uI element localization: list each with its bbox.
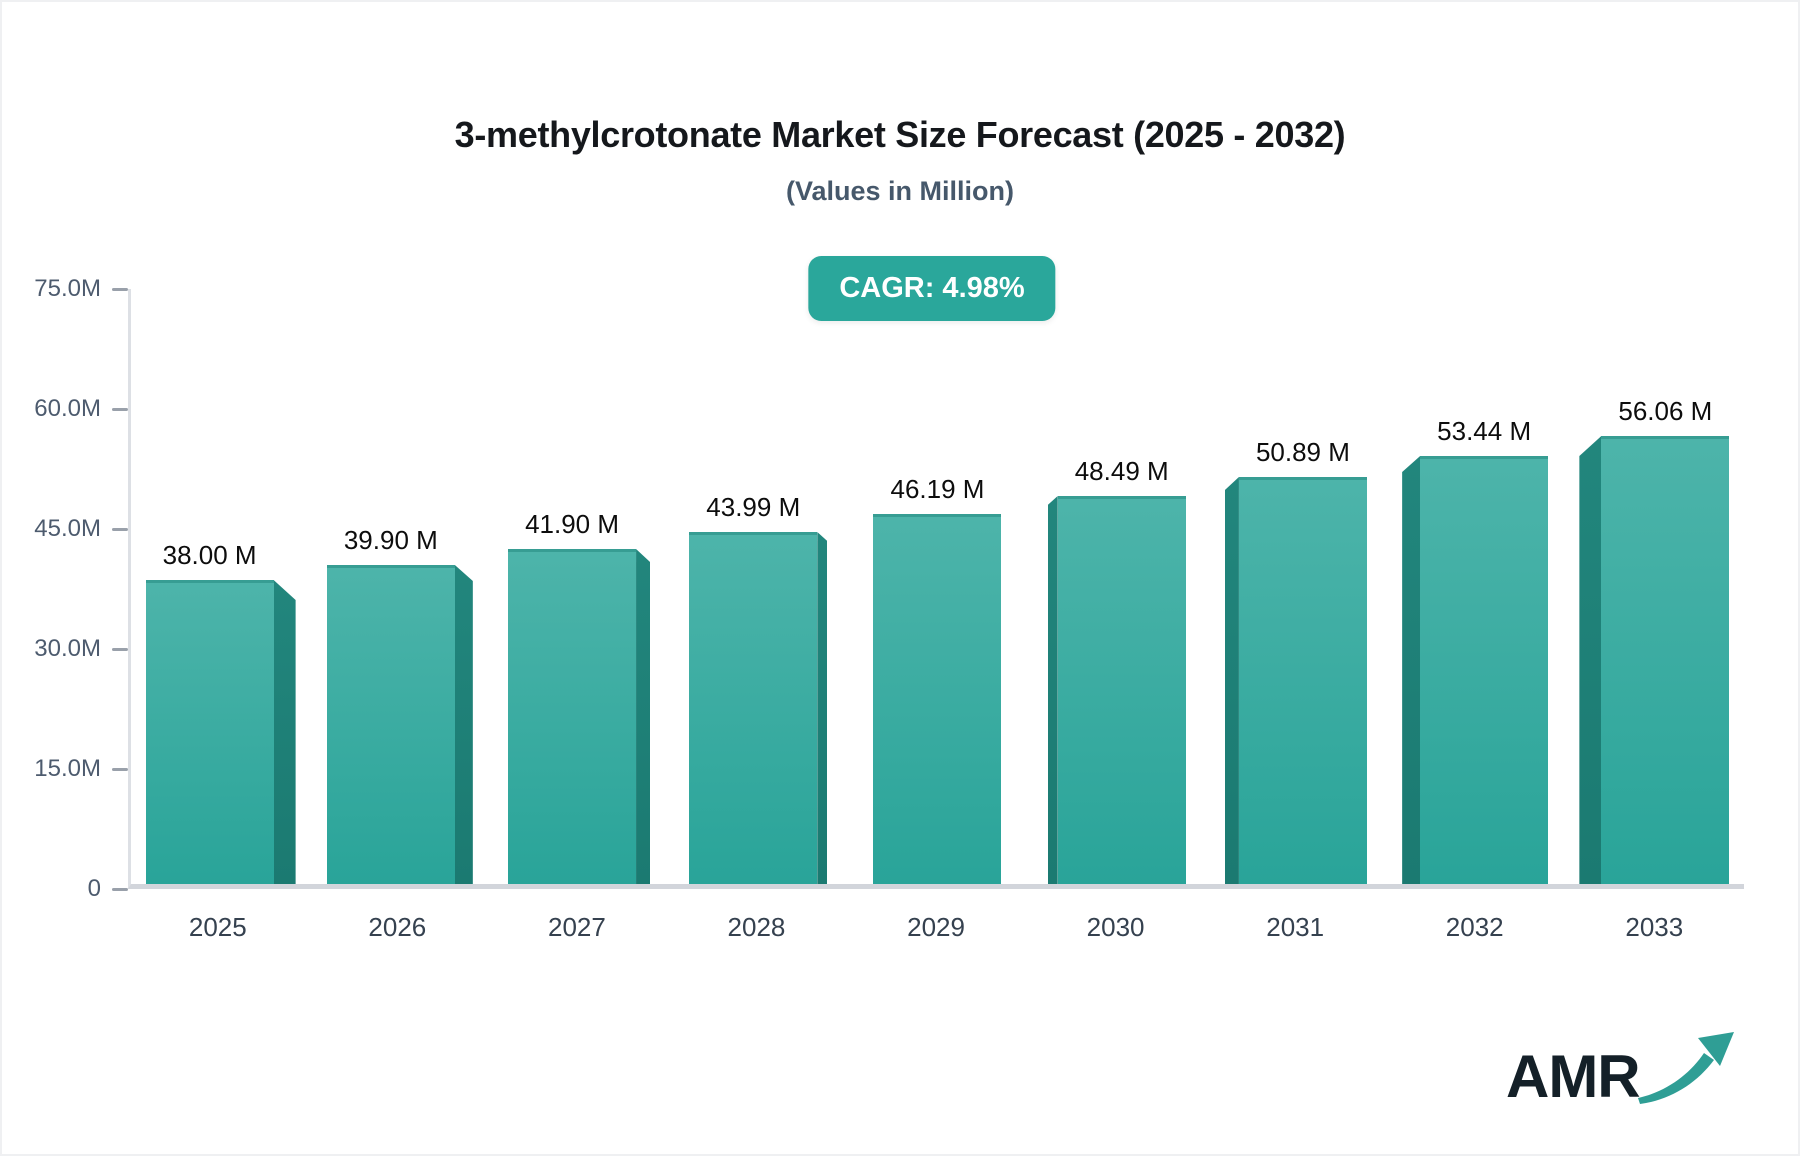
- y-tick-label: 15.0M: [34, 755, 101, 782]
- y-tick: 60.0M: [32, 395, 128, 423]
- bar-value-label: 48.49 M: [1074, 456, 1169, 486]
- bar-face: [873, 514, 1002, 884]
- y-axis: 75.0M 60.0M 45.0M 30.0M 15.0M 0: [32, 275, 128, 902]
- x-axis-label: 2029: [907, 912, 965, 942]
- y-tick: 15.0M: [32, 755, 128, 783]
- bar-column: 56.06 M: [1565, 289, 1744, 884]
- y-tick-mark: [112, 767, 128, 771]
- bar-side-face: [1224, 477, 1239, 884]
- bar-column: 41.90 M: [489, 289, 668, 884]
- bar-side-face: [1579, 436, 1602, 884]
- y-tick-mark: [112, 527, 128, 531]
- x-axis-label: 2031: [1266, 912, 1325, 942]
- bar-value-label: 39.90 M: [343, 525, 438, 555]
- bar-face: [1420, 456, 1549, 884]
- y-tick-label: 45.0M: [34, 515, 101, 542]
- x-axis-label: 2032: [1445, 912, 1504, 942]
- x-axis-label: 2025: [188, 912, 247, 942]
- bar[interactable]: [326, 565, 473, 884]
- bar[interactable]: [1579, 436, 1730, 884]
- x-axis-label: 2026: [368, 912, 427, 942]
- y-tick-mark: [112, 647, 128, 651]
- x-axis-label: 2030: [1086, 912, 1145, 942]
- bar-value-label: 38.00 M: [162, 540, 257, 570]
- bar[interactable]: [873, 514, 1002, 884]
- amr-logo: AMR: [1506, 1032, 1734, 1114]
- logo-arrow-icon: [1638, 1032, 1734, 1104]
- bar-value-label: 46.19 M: [890, 474, 985, 504]
- bar-chart: 75.0M 60.0M 45.0M 30.0M 15.0M 0 38.00 M 39.90 …: [32, 275, 1744, 942]
- bar-face: [1601, 436, 1730, 884]
- bar-side-face: [1402, 456, 1421, 884]
- bar-column: 39.90 M: [310, 289, 489, 884]
- x-axis-label: 2027: [547, 912, 606, 942]
- y-tick-mark: [112, 887, 128, 891]
- bar-value-label: 50.89 M: [1255, 437, 1350, 467]
- bar-column: 53.44 M: [1386, 289, 1565, 884]
- bar[interactable]: [1047, 496, 1186, 884]
- chart-subtitle: (Values in Million): [785, 176, 1015, 206]
- bar-face: [1238, 477, 1367, 884]
- bar-value-label: 43.99 M: [706, 492, 801, 522]
- y-tick-label: 30.0M: [34, 635, 101, 662]
- logo-text: AMR: [1506, 1043, 1641, 1110]
- bar-side-face: [636, 549, 651, 884]
- bar-value-label: 53.44 M: [1437, 416, 1532, 446]
- bar[interactable]: [1402, 456, 1549, 884]
- x-axis-label: 2028: [727, 912, 786, 942]
- bar[interactable]: [508, 549, 651, 884]
- y-tick-label: 75.0M: [34, 275, 101, 302]
- y-tick: 30.0M: [32, 635, 128, 663]
- x-axis-label: 2033: [1625, 912, 1684, 942]
- plot-area: 38.00 M 39.90 M 41.90 M 43.99 M 46.19 M 48.49…: [128, 289, 1744, 889]
- bar-column: 50.89 M: [1206, 289, 1385, 884]
- y-tick-label: 0: [87, 875, 101, 902]
- x-axis: 2025 2026 2027 2028 2029 2030 2031 2032 2033: [128, 912, 1744, 943]
- cagr-badge: CAGR: 4.98%: [808, 256, 1056, 321]
- y-tick: 0: [32, 875, 128, 903]
- y-tick-label: 60.0M: [34, 395, 101, 422]
- bar-column: 43.99 M: [669, 289, 848, 884]
- y-tick-mark: [112, 407, 128, 411]
- bar-face: [326, 565, 455, 884]
- bar-face: [508, 549, 637, 884]
- bar-value-label: 56.06 M: [1618, 396, 1713, 426]
- bar[interactable]: [689, 532, 828, 884]
- y-tick: 75.0M: [32, 275, 128, 303]
- bar-face: [1057, 496, 1186, 884]
- bar-value-label: 41.90 M: [525, 509, 620, 539]
- bar-side-face: [454, 565, 473, 884]
- bar-side-face: [1047, 496, 1058, 884]
- bar-face: [689, 532, 818, 884]
- bar-column: 38.00 M: [131, 289, 310, 884]
- y-tick: 45.0M: [32, 515, 128, 543]
- bar-column: 46.19 M: [848, 289, 1027, 884]
- bar[interactable]: [1224, 477, 1367, 884]
- bar-column: 48.49 M: [1027, 289, 1206, 884]
- bar-face: [145, 580, 274, 884]
- chart-title: 3-methylcrotonate Market Size Forecast (…: [454, 114, 1346, 155]
- bar-side-face: [273, 580, 296, 884]
- bar[interactable]: [145, 580, 296, 884]
- bar-side-face: [817, 532, 828, 884]
- y-tick-mark: [112, 287, 128, 291]
